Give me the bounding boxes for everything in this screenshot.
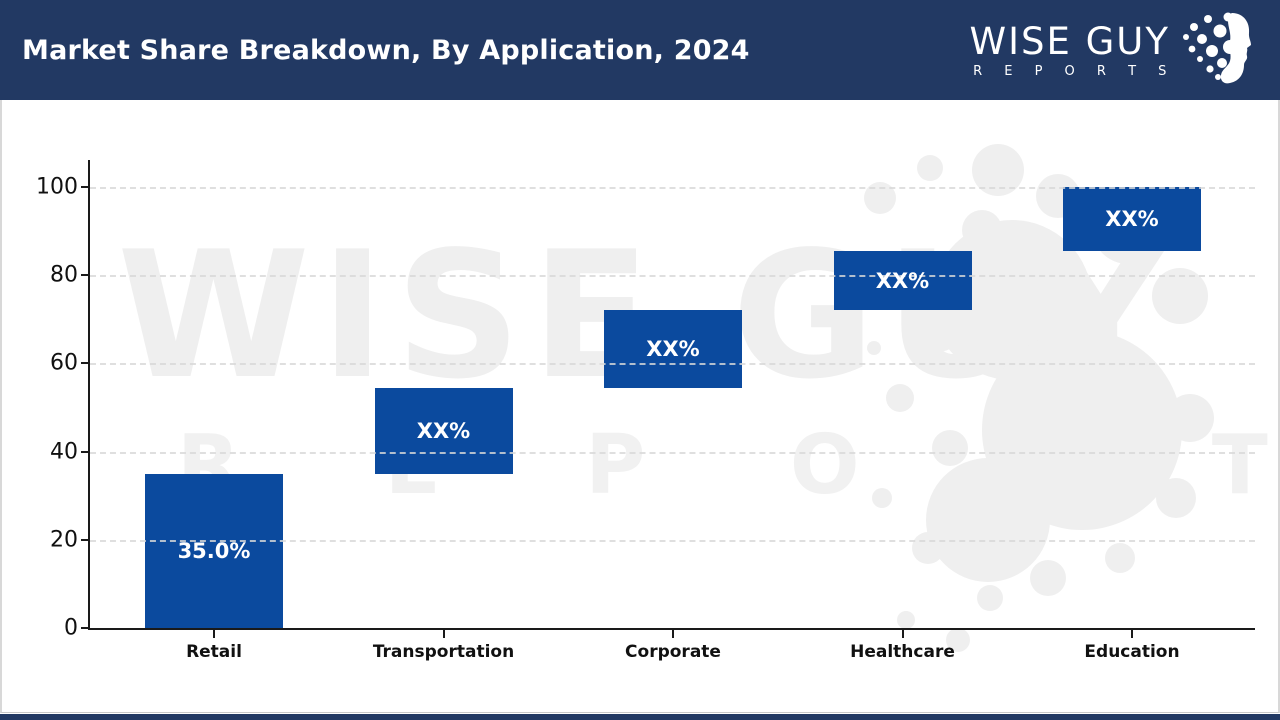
- y-gridline: [90, 187, 1255, 189]
- y-tick-mark: [81, 450, 90, 453]
- watermark-dot: [897, 611, 915, 629]
- watermark-dot: [977, 585, 1003, 611]
- y-tick-mark: [81, 274, 90, 277]
- y-gridline: [90, 363, 1255, 366]
- header-banner: Market Share Breakdown, By Application, …: [0, 0, 1280, 100]
- logo-wordmark: WISE GUY: [969, 19, 1170, 63]
- y-tick-label: 100: [36, 174, 78, 200]
- bar-value-label: XX%: [416, 418, 471, 443]
- watermark-dot: [872, 488, 892, 508]
- watermark-dot: [1105, 543, 1135, 573]
- y-tick-label: 80: [50, 262, 78, 288]
- x-tick-mark: [901, 630, 904, 638]
- waterfall-bar-education: [1063, 187, 1201, 251]
- watermark-dot: [946, 628, 970, 652]
- x-tick-mark: [213, 630, 215, 638]
- y-tick-mark: [81, 186, 90, 188]
- x-tick-mark: [672, 630, 674, 638]
- x-category-label: Healthcare: [850, 642, 955, 662]
- bar-value-label: XX%: [875, 268, 930, 293]
- watermark-dot: [926, 458, 1050, 582]
- logo-face-icon: [1178, 7, 1252, 93]
- x-tick-mark: [1131, 630, 1133, 638]
- waterfall-bar-retail: [145, 473, 283, 628]
- bar-value-label: XX%: [1105, 206, 1159, 231]
- y-axis-spine: [88, 160, 90, 630]
- watermark-dot: [867, 341, 881, 355]
- y-tick-mark: [81, 362, 90, 365]
- y-tick-label: 40: [50, 439, 78, 465]
- watermark-dot: [1030, 560, 1066, 596]
- x-category-label: Transportation: [372, 642, 515, 662]
- y-tick-label: 20: [50, 527, 78, 553]
- watermark-dot: [932, 430, 968, 466]
- wise-guy-reports-logo: WISE GUY R E P O R T S: [970, 7, 1252, 93]
- bar-value-label: 35.0%: [177, 538, 251, 563]
- watermark-dot: [1152, 268, 1208, 324]
- x-axis-spine: [88, 628, 1255, 630]
- waterfall-bar-healthcare: [833, 250, 972, 311]
- y-gridline: [90, 539, 1255, 542]
- y-gridline: [90, 275, 1255, 278]
- y-gridline: [90, 451, 1255, 454]
- logo-subtitle: R E P O R T S: [973, 63, 1176, 79]
- watermark-dot: [1166, 394, 1214, 442]
- x-category-label: Retail: [186, 642, 242, 662]
- chart-canvas: WISE GUY R E P O R T S 02040608010035.0%…: [0, 100, 1280, 713]
- watermark-dot: [912, 532, 944, 564]
- y-tick-mark: [81, 538, 90, 541]
- x-category-label: Corporate: [625, 642, 721, 662]
- watermark-dot: [886, 384, 914, 412]
- waterfall-bar-corporate: [604, 310, 742, 388]
- y-tick-label: 0: [64, 615, 78, 641]
- y-tick-mark: [81, 627, 90, 629]
- waterfall-bar-transportation: [374, 387, 513, 474]
- y-tick-label: 60: [50, 350, 78, 376]
- watermark-dot: [1156, 478, 1196, 518]
- page-title: Market Share Breakdown, By Application, …: [22, 34, 750, 66]
- x-category-label: Education: [1084, 642, 1180, 662]
- x-tick-mark: [442, 630, 445, 638]
- bar-value-label: XX%: [646, 337, 700, 362]
- watermark-dot: [917, 155, 943, 181]
- footer-bar: [0, 714, 1280, 720]
